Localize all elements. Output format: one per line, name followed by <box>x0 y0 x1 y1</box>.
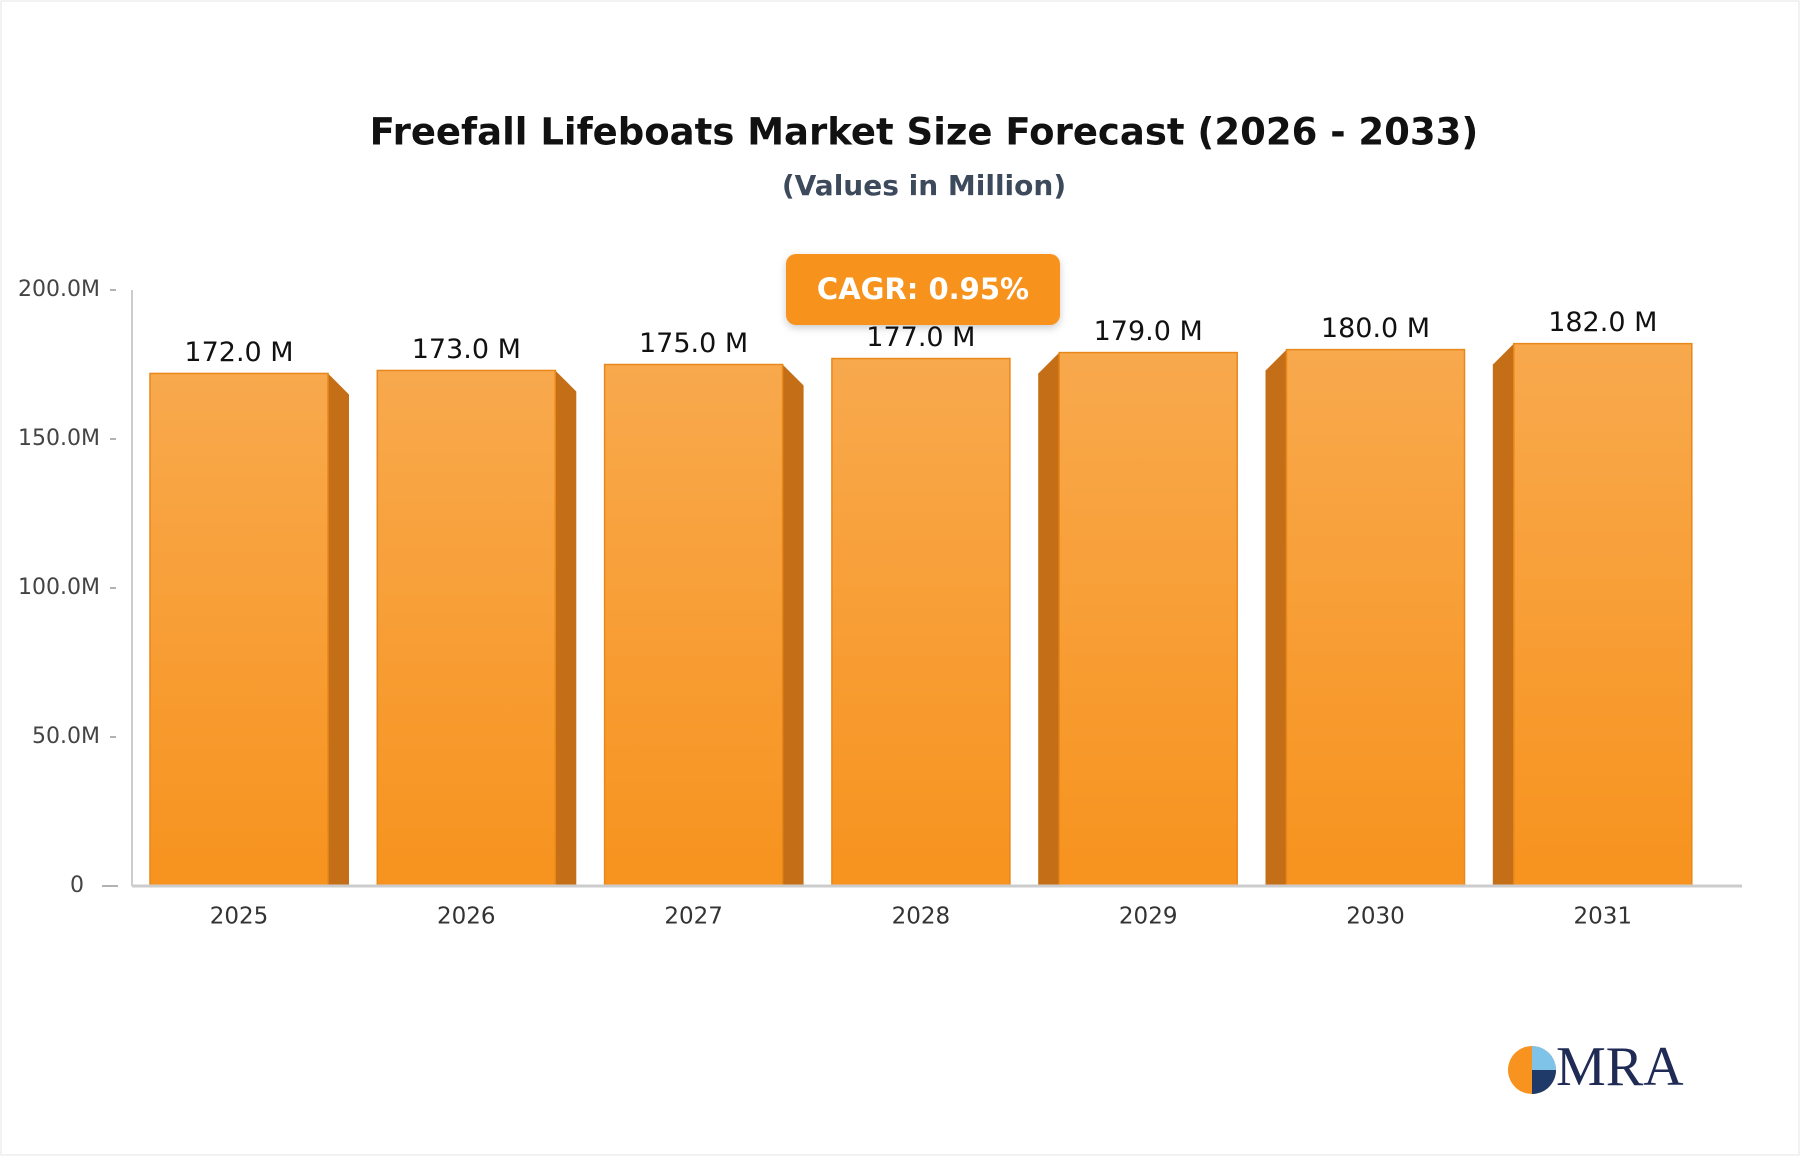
cagr-badge: CAGR: 0.95% <box>786 254 1060 325</box>
y-tick-label: 0 <box>70 873 84 898</box>
bar-side <box>1038 352 1060 887</box>
bar-side <box>328 373 349 886</box>
bar <box>149 372 329 887</box>
bar <box>1513 342 1693 887</box>
value-label: 177.0 M <box>866 322 975 353</box>
x-tick-label: 2030 <box>1346 904 1405 930</box>
y-tick-label: 150.0M <box>18 426 100 451</box>
bar <box>1058 351 1238 887</box>
value-label: 182.0 M <box>1548 307 1657 338</box>
value-label: 179.0 M <box>1094 316 1203 347</box>
value-label: 173.0 M <box>412 334 521 365</box>
x-tick-label: 2027 <box>664 904 723 930</box>
chart-subtitle: (Values in Million) <box>782 169 1066 202</box>
y-tick-label: 200.0M <box>18 277 100 302</box>
logo-slice <box>1532 1070 1556 1094</box>
bar-side <box>555 370 577 887</box>
value-label: 180.0 M <box>1321 313 1430 344</box>
bar-side <box>782 364 804 886</box>
bar-side <box>1492 343 1514 886</box>
logo-slice <box>1532 1046 1556 1070</box>
bar <box>831 357 1011 887</box>
cagr-box <box>786 254 1060 325</box>
logo-text: MRA <box>1556 1036 1684 1098</box>
cagr-label: CAGR: 0.95% <box>817 272 1029 306</box>
y-tick-label: 50.0M <box>32 724 100 749</box>
value-label: 175.0 M <box>639 328 748 359</box>
x-tick-label: 2029 <box>1119 904 1178 930</box>
value-label: 172.0 M <box>184 337 293 368</box>
x-tick-label: 2031 <box>1574 904 1633 930</box>
bar <box>376 369 557 887</box>
plot: 0 50.0M 100.0M 150.0M 200.0M 172.0 M 2025 173.0… <box>18 277 1742 930</box>
x-tick-label: 2026 <box>437 904 496 930</box>
logo: MRA <box>1508 1036 1684 1098</box>
chart-title: Freefall Lifeboats Market Size Forecast … <box>370 111 1479 154</box>
x-tick-label: 2025 <box>210 904 269 930</box>
bar <box>603 363 784 887</box>
bar-side <box>1265 349 1287 887</box>
y-tick-label: 100.0M <box>18 575 100 600</box>
bar <box>1285 348 1466 887</box>
x-tick-label: 2028 <box>892 904 951 930</box>
